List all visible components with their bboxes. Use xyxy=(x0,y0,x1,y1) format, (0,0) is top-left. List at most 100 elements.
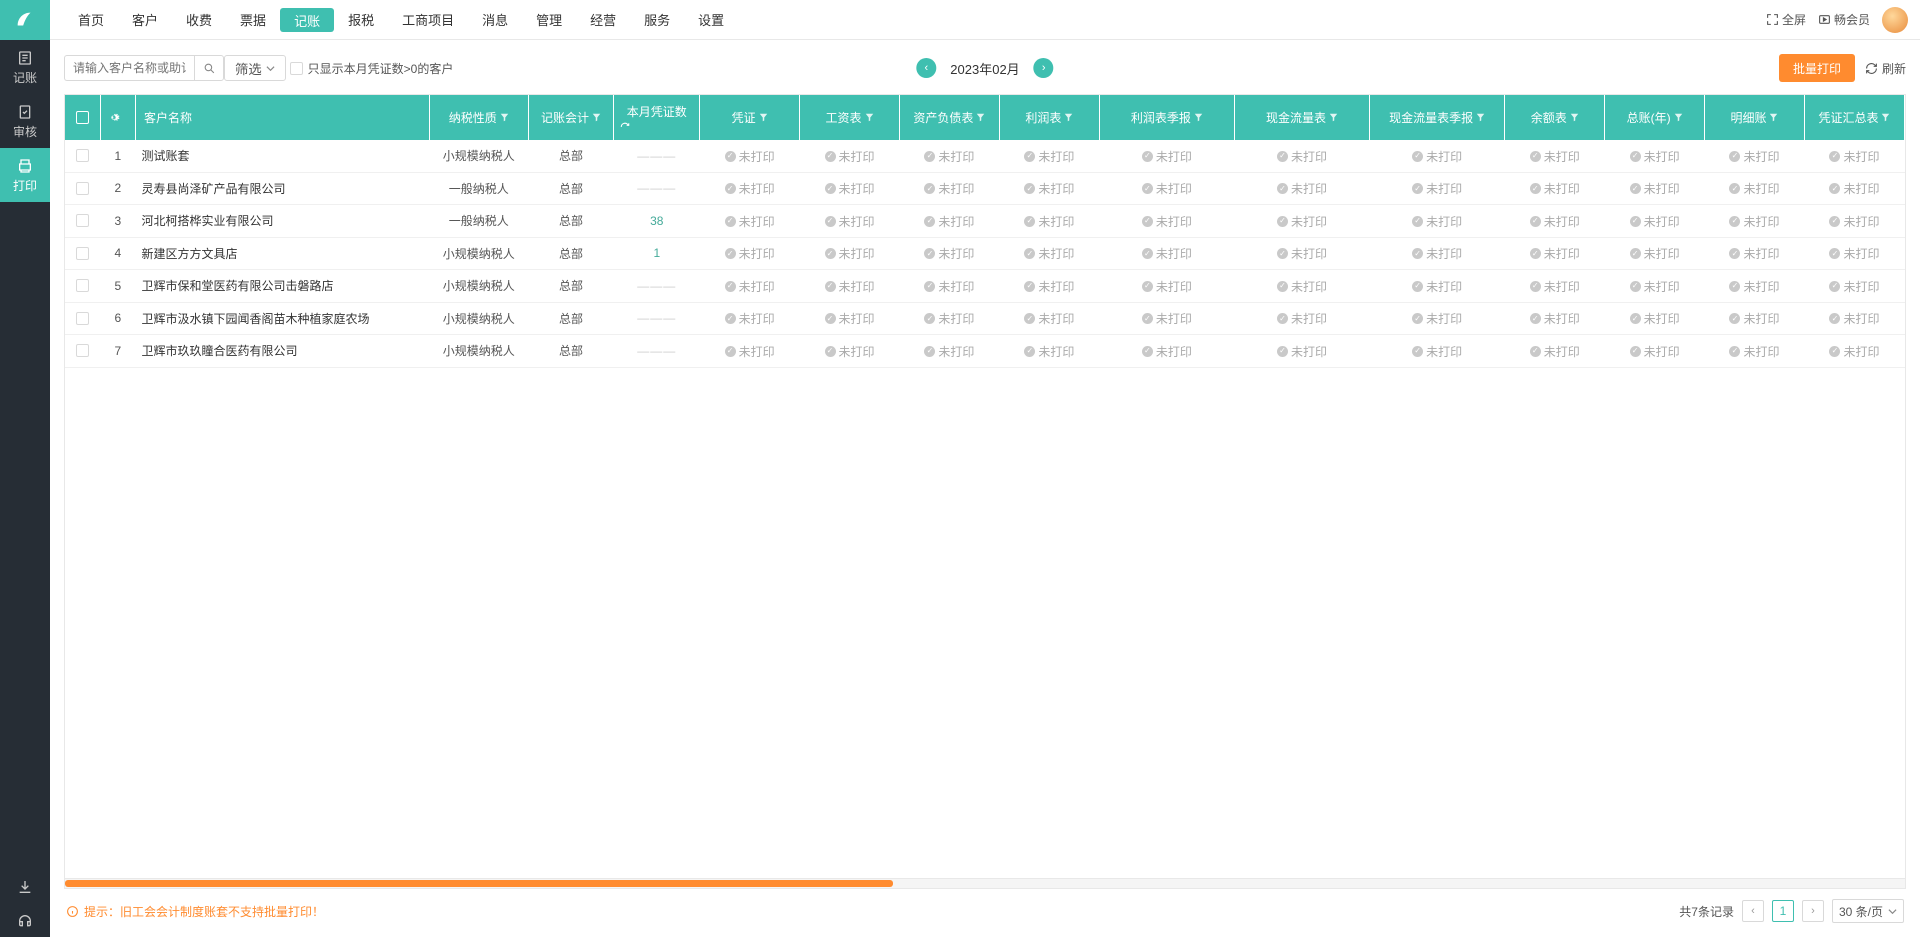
th-accountant[interactable]: 记账会计 xyxy=(528,95,614,140)
sidebar: 记账审核打印 xyxy=(0,40,50,937)
status-not-printed: ✓未打印 xyxy=(1142,310,1192,327)
date-prev-button[interactable]: ‹ xyxy=(916,58,936,78)
sidebar-item-ledger[interactable]: 记账 xyxy=(0,40,50,94)
date-next-button[interactable]: › xyxy=(1034,58,1054,78)
topnav-item[interactable]: 客户 xyxy=(118,0,172,39)
topnav-item[interactable]: 经营 xyxy=(576,0,630,39)
cell-tax: 小规模纳税人 xyxy=(429,302,528,335)
table-row[interactable]: 2灵寿县尚泽矿产品有限公司一般纳税人总部———✓未打印✓未打印✓未打印✓未打印✓… xyxy=(65,172,1905,205)
status-not-printed: ✓未打印 xyxy=(924,310,974,327)
search-input[interactable] xyxy=(64,55,194,81)
th-tax[interactable]: 纳税性质 xyxy=(429,95,528,140)
cell-name: 卫辉市玖玖瞳合医药有限公司 xyxy=(136,335,430,368)
batch-print-button[interactable]: 批量打印 xyxy=(1779,54,1855,82)
th-salary[interactable]: 工资表 xyxy=(800,95,900,140)
topnav-item[interactable]: 管理 xyxy=(522,0,576,39)
status-not-printed: ✓未打印 xyxy=(825,343,875,360)
row-checkbox[interactable] xyxy=(76,247,89,260)
gear-icon xyxy=(107,111,120,124)
row-checkbox[interactable] xyxy=(76,312,89,325)
topnav-item[interactable]: 票据 xyxy=(226,0,280,39)
cell-voucher-count: ——— xyxy=(614,140,700,172)
th-name[interactable]: 客户名称 xyxy=(136,95,430,140)
cell-voucher-count: ——— xyxy=(614,302,700,335)
table-row[interactable]: 4新建区方方文具店小规模纳税人总部1✓未打印✓未打印✓未打印✓未打印✓未打印✓未… xyxy=(65,237,1905,270)
status-not-printed: ✓未打印 xyxy=(1729,343,1779,360)
table-row[interactable]: 5卫辉市保和堂医药有限公司击磐路店小规模纳税人总部———✓未打印✓未打印✓未打印… xyxy=(65,270,1905,303)
page-number[interactable]: 1 xyxy=(1772,900,1794,922)
page-prev-button[interactable]: ‹ xyxy=(1742,900,1764,922)
fullscreen-button[interactable]: 全屏 xyxy=(1766,11,1806,28)
table-row[interactable]: 6卫辉市汲水镇下园闻香阁苗木种植家庭农场小规模纳税人总部———✓未打印✓未打印✓… xyxy=(65,302,1905,335)
topnav-item[interactable]: 服务 xyxy=(630,0,684,39)
filter-icon xyxy=(592,113,601,122)
filter-button[interactable]: 筛选 xyxy=(224,55,286,81)
table-row[interactable]: 3河北柯搭桦实业有限公司一般纳税人总部38✓未打印✓未打印✓未打印✓未打印✓未打… xyxy=(65,205,1905,238)
th-profit[interactable]: 利润表 xyxy=(999,95,1099,140)
row-checkbox[interactable] xyxy=(76,344,89,357)
status-not-printed: ✓未打印 xyxy=(1277,278,1327,295)
sidebar-download[interactable] xyxy=(0,869,50,903)
status-not-printed: ✓未打印 xyxy=(1829,213,1879,230)
topnav-item[interactable]: 收费 xyxy=(172,0,226,39)
th-cashflow[interactable]: 现金流量表 xyxy=(1234,95,1369,140)
search-button[interactable] xyxy=(194,55,224,81)
row-checkbox[interactable] xyxy=(76,149,89,162)
h-scrollbar-thumb[interactable] xyxy=(65,880,893,887)
th-voucher_count[interactable]: 本月凭证数 xyxy=(614,95,700,140)
logo[interactable] xyxy=(0,0,50,40)
row-index: 6 xyxy=(100,302,135,335)
row-checkbox[interactable] xyxy=(76,214,89,227)
cell-status: ✓未打印 xyxy=(1605,270,1705,303)
row-checkbox[interactable] xyxy=(76,182,89,195)
avatar[interactable] xyxy=(1882,7,1908,33)
status-not-printed: ✓未打印 xyxy=(1024,310,1074,327)
status-not-printed: ✓未打印 xyxy=(1630,180,1680,197)
th-gear[interactable] xyxy=(100,95,135,140)
th-cashflow_q[interactable]: 现金流量表季报 xyxy=(1370,95,1505,140)
th-voucher[interactable]: 凭证 xyxy=(700,95,800,140)
topnav-item[interactable]: 记账 xyxy=(280,8,334,32)
th-ledger[interactable]: 总账(年) xyxy=(1605,95,1705,140)
row-checkbox[interactable] xyxy=(76,279,89,292)
h-scrollbar-track[interactable] xyxy=(64,879,1906,889)
status-not-printed: ✓未打印 xyxy=(1729,310,1779,327)
th-voucher_sum[interactable]: 凭证汇总表 xyxy=(1804,95,1904,140)
member-button[interactable]: 畅会员 xyxy=(1818,11,1870,28)
sidebar-item-audit[interactable]: 审核 xyxy=(0,94,50,148)
cell-status: ✓未打印 xyxy=(999,302,1099,335)
sidebar-item-print[interactable]: 打印 xyxy=(0,148,50,202)
only-voucher-checkbox[interactable] xyxy=(290,62,303,75)
refresh-button[interactable]: 刷新 xyxy=(1865,60,1906,77)
cell-status: ✓未打印 xyxy=(899,140,999,172)
th-balance[interactable]: 余额表 xyxy=(1505,95,1605,140)
topnav-item[interactable]: 消息 xyxy=(468,0,522,39)
member-label: 畅会员 xyxy=(1834,11,1870,28)
sidebar-support[interactable] xyxy=(0,903,50,937)
topnav-item[interactable]: 报税 xyxy=(334,0,388,39)
cell-status: ✓未打印 xyxy=(999,335,1099,368)
th-detail[interactable]: 明细账 xyxy=(1705,95,1805,140)
topnav-item[interactable]: 首页 xyxy=(64,0,118,39)
th-profit_q[interactable]: 利润表季报 xyxy=(1099,95,1234,140)
cell-status: ✓未打印 xyxy=(1505,335,1605,368)
cell-status: ✓未打印 xyxy=(999,237,1099,270)
topnav-item[interactable]: 设置 xyxy=(684,0,738,39)
cell-status: ✓未打印 xyxy=(1234,237,1369,270)
select-all-checkbox[interactable] xyxy=(76,111,89,124)
status-not-printed: ✓未打印 xyxy=(725,278,775,295)
cell-status: ✓未打印 xyxy=(1705,302,1805,335)
fullscreen-icon xyxy=(1766,13,1779,26)
cell-status: ✓未打印 xyxy=(999,270,1099,303)
cell-voucher-count: 38 xyxy=(614,205,700,238)
status-not-printed: ✓未打印 xyxy=(725,180,775,197)
topnav-item[interactable]: 工商项目 xyxy=(388,0,468,39)
table-row[interactable]: 1测试账套小规模纳税人总部———✓未打印✓未打印✓未打印✓未打印✓未打印✓未打印… xyxy=(65,140,1905,172)
page-size-select[interactable]: 30 条/页 xyxy=(1832,899,1904,923)
print-icon xyxy=(17,158,33,174)
table-wrap[interactable]: 客户名称 纳税性质 记账会计 本月凭证数 凭证 工资表 资产负债表 利润表 利润… xyxy=(64,94,1906,879)
table-row[interactable]: 7卫辉市玖玖瞳合医药有限公司小规模纳税人总部———✓未打印✓未打印✓未打印✓未打… xyxy=(65,335,1905,368)
th-balance_sheet[interactable]: 资产负债表 xyxy=(899,95,999,140)
status-not-printed: ✓未打印 xyxy=(924,213,974,230)
page-next-button[interactable]: › xyxy=(1802,900,1824,922)
